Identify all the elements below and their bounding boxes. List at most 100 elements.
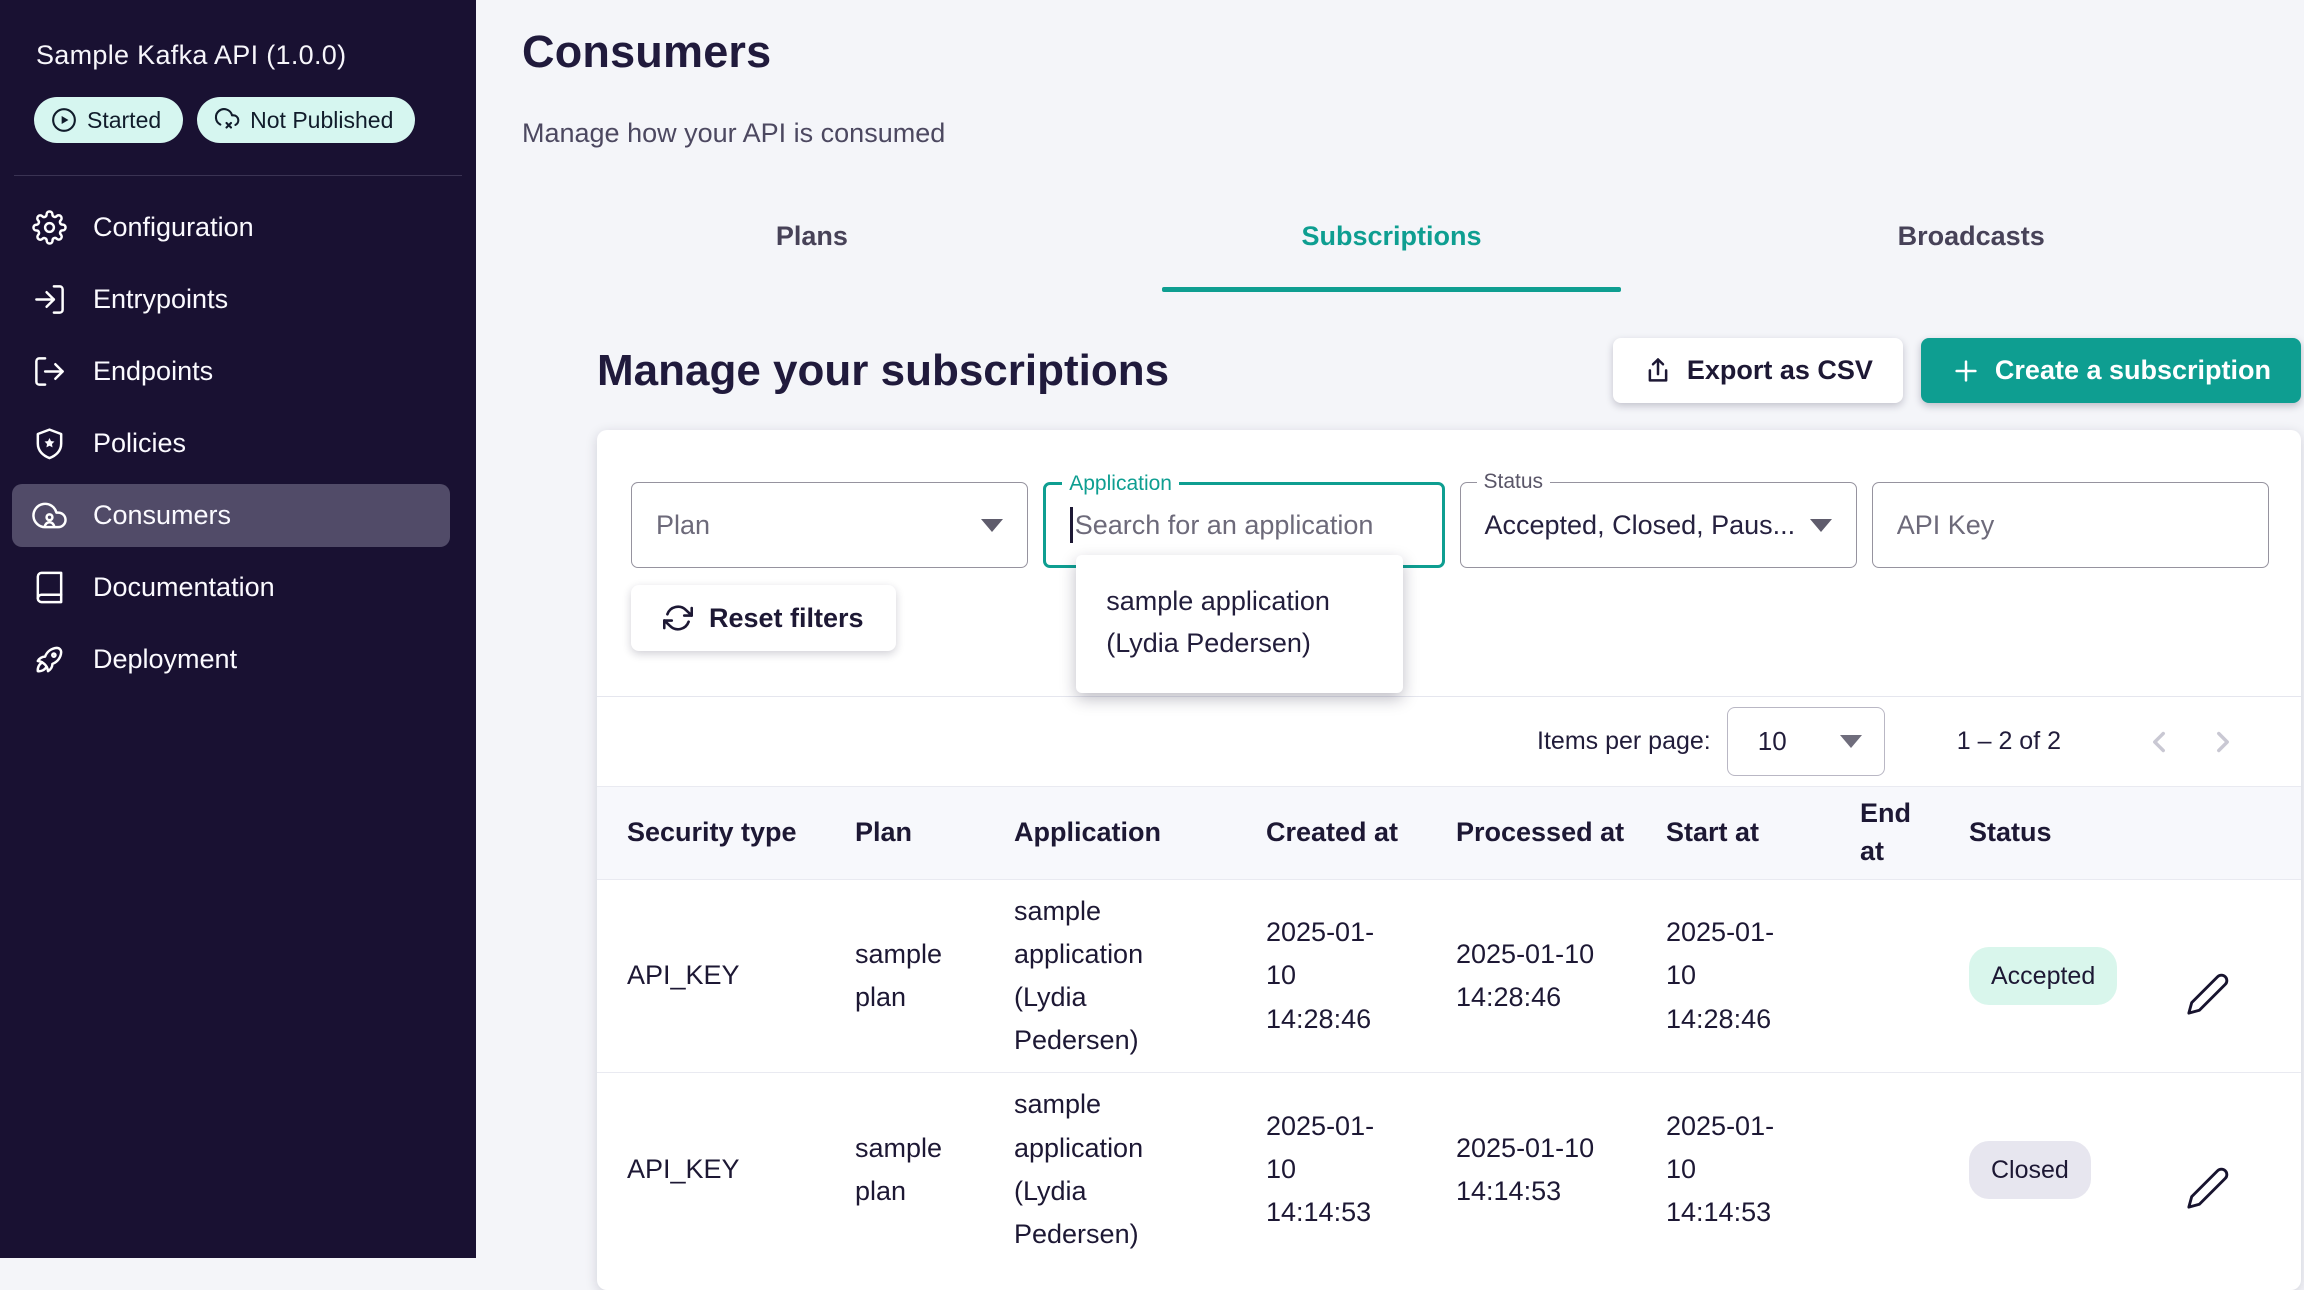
cell-application: sample application (Lydia Pedersen) (1014, 1089, 1144, 1249)
refresh-icon (663, 603, 693, 633)
sidebar-item-label: Configuration (93, 212, 254, 242)
application-option[interactable]: sample application (Lydia Pedersen) (1106, 586, 1330, 658)
reset-filters-label: Reset filters (709, 602, 864, 633)
application-field-label: Application (1062, 471, 1179, 497)
col-application: Application (984, 786, 1236, 880)
cell-created-at: 2025-01- 10 14:14:53 (1266, 1110, 1375, 1228)
cell-end-at (1830, 1073, 1939, 1290)
plan-filter-label: Plan (656, 509, 711, 540)
sidebar-item-consumers[interactable]: Consumers (12, 484, 450, 547)
pencil-icon (2185, 971, 2231, 1017)
create-subscription-label: Create a subscription (1994, 355, 2271, 385)
sidebar: Sample Kafka API (1.0.0) Started Not Pub… (0, 0, 476, 1258)
items-per-page-label: Items per page: (1537, 727, 1711, 755)
sidebar-item-label: Deployment (93, 644, 238, 674)
sidebar-item-configuration[interactable]: Configuration (12, 196, 450, 259)
cell-created-at: 2025-01- 10 14:28:46 (1236, 879, 1426, 1074)
previous-page-button[interactable] (2127, 725, 2191, 759)
chevron-down-icon (981, 518, 1004, 532)
subscriptions-section: Manage your subscriptions Export as CSV … (597, 338, 2301, 1290)
page-subtitle: Manage how your API is consumed (522, 118, 946, 148)
export-csv-button[interactable]: Export as CSV (1612, 338, 1903, 403)
plan-filter-select[interactable]: Plan (631, 482, 1029, 568)
sidebar-item-label: Endpoints (93, 356, 214, 386)
api-key-field (1871, 482, 2269, 568)
tab-subscriptions[interactable]: Subscriptions (1102, 195, 1682, 292)
api-title: Sample Kafka API (1.0.0) (36, 40, 347, 70)
status-badge: Closed (1969, 1140, 2091, 1199)
sidebar-item-label: Documentation (93, 572, 275, 602)
book-icon (32, 570, 67, 605)
edit-subscription-button[interactable] (2181, 937, 2235, 1051)
rocket-icon (32, 642, 67, 677)
arrow-enter-icon (32, 282, 67, 317)
status-badge: Accepted (1969, 946, 2118, 1005)
card-divider (597, 696, 2301, 697)
table-row: API_KEY sample plan sample application (… (597, 1073, 2301, 1290)
application-search-placeholder: Search for an application (1074, 509, 1374, 540)
api-status-badges: Started Not Published (34, 97, 476, 143)
upload-icon (1643, 356, 1673, 386)
subscriptions-card: Plan Application Search for an applicati… (597, 430, 2301, 1290)
status-filter-value: Accepted, Closed, Paus... (1484, 509, 1796, 540)
sidebar-item-entrypoints[interactable]: Entrypoints (12, 268, 450, 331)
play-circle-icon (50, 106, 78, 134)
sidebar-item-label: Policies (93, 428, 187, 458)
next-page-button[interactable] (2191, 725, 2255, 759)
started-badge: Started (34, 97, 184, 143)
col-status: Status (1939, 786, 2151, 880)
pagination-range: 1 – 2 of 2 (1956, 727, 2061, 755)
cell-start-at: 2025-01- 10 14:28:46 (1636, 879, 1830, 1074)
status-filter-select[interactable]: Status Accepted, Closed, Paus... (1459, 469, 1857, 568)
sidebar-item-label: Entrypoints (93, 284, 229, 314)
pagination-bar: Items per page: 10 1 – 2 of 2 (597, 697, 2301, 786)
reset-filters-button[interactable]: Reset filters (631, 585, 896, 651)
page-title: Consumers (522, 26, 772, 77)
create-subscription-button[interactable]: Create a subscription (1920, 338, 2301, 403)
tab-bar: Plans Subscriptions Broadcasts (522, 195, 2261, 292)
chevron-down-icon (1809, 518, 1832, 532)
cloud-x-icon (213, 106, 241, 134)
chevron-right-icon (2206, 725, 2240, 759)
started-badge-label: Started (87, 106, 162, 133)
sidebar-item-documentation[interactable]: Documentation (12, 556, 450, 619)
sidebar-item-deployment[interactable]: Deployment (12, 628, 450, 691)
chevron-down-icon (1839, 735, 1862, 748)
table-header-row: Security type Plan Application Created a… (597, 786, 2301, 880)
tab-plans[interactable]: Plans (775, 221, 848, 251)
main-content: Consumers Manage how your API is consume… (476, 0, 2304, 1290)
items-per-page-value: 10 (1757, 726, 1787, 756)
api-key-input[interactable] (1896, 509, 2244, 541)
table-row: API_KEY sample plan sample application (… (597, 879, 2301, 1074)
cell-application: sample application (Lydia Pedersen) (984, 879, 1236, 1074)
sidebar-item-endpoints[interactable]: Endpoints (12, 340, 450, 403)
cell-processed-at: 2025-01-10 14:14:53 (1456, 1132, 1595, 1206)
items-per-page-select[interactable]: 10 (1726, 707, 1885, 776)
col-actions (2151, 786, 2301, 880)
status-filter-label: Status (1476, 469, 1551, 495)
tab-broadcasts[interactable]: Broadcasts (1897, 221, 2045, 251)
edit-subscription-button[interactable] (2181, 1131, 2235, 1245)
gear-icon (32, 210, 67, 245)
sidebar-menu: Configuration Entrypoints Endpoints Poli… (0, 196, 476, 691)
sidebar-item-label: Consumers (93, 500, 232, 530)
col-security-type: Security type (597, 786, 825, 880)
chevron-left-icon (2142, 725, 2176, 759)
application-search-field[interactable]: Application Search for an application sa… (1043, 471, 1445, 693)
cloud-user-icon (32, 498, 67, 533)
section-title: Manage your subscriptions (597, 345, 1170, 395)
arrow-exit-icon (32, 354, 67, 389)
cell-plan: sample plan (855, 1132, 943, 1206)
text-cursor (1070, 507, 1073, 543)
cell-processed-at: 2025-01-10 14:28:46 (1426, 879, 1636, 1074)
cell-end-at (1830, 879, 1939, 1074)
sidebar-item-policies[interactable]: Policies (12, 412, 450, 475)
cell-plan: sample plan (825, 879, 984, 1074)
not-published-badge: Not Published (197, 97, 416, 143)
filters-bar: Plan Application Search for an applicati… (597, 430, 2301, 696)
col-processed-at: Processed at (1426, 786, 1636, 880)
col-created-at: Created at (1236, 786, 1426, 880)
col-start-at: Start at (1636, 786, 1830, 880)
col-plan: Plan (825, 786, 984, 880)
shield-star-icon (32, 426, 67, 461)
